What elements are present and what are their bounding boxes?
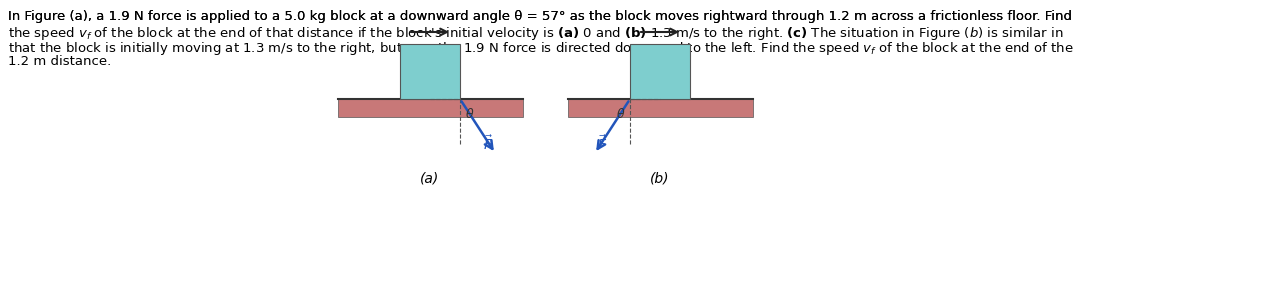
Text: In Figure (a), a 1.9 N force is applied to a 5.0 kg block at a downward angle θ : In Figure (a), a 1.9 N force is applied … [8, 10, 1073, 23]
Text: $\theta$: $\theta$ [465, 107, 475, 121]
Text: that the block is initially moving at 1.3 m/s to the right, but now the 1.9 N fo: that the block is initially moving at 1.… [8, 40, 1074, 57]
Text: (a): (a) [420, 172, 439, 186]
Bar [567, 99, 753, 117]
Bar [399, 44, 460, 99]
Text: $\vec{F}$: $\vec{F}$ [483, 134, 493, 153]
Text: In Figure (a), a 1.9 N force is applied to a 5.0 kg block at a downward angle θ : In Figure (a), a 1.9 N force is applied … [8, 10, 1073, 23]
Text: 1.2 m distance.: 1.2 m distance. [8, 55, 111, 68]
Bar [338, 99, 522, 117]
Text: the speed $v_f$ of the block at the end of that distance if the block's initial : the speed $v_f$ of the block at the end … [8, 25, 1064, 42]
Text: (b): (b) [650, 172, 669, 186]
Text: $\vec{F}$: $\vec{F}$ [598, 134, 607, 153]
Text: $\theta$: $\theta$ [616, 107, 625, 121]
Bar [630, 44, 690, 99]
